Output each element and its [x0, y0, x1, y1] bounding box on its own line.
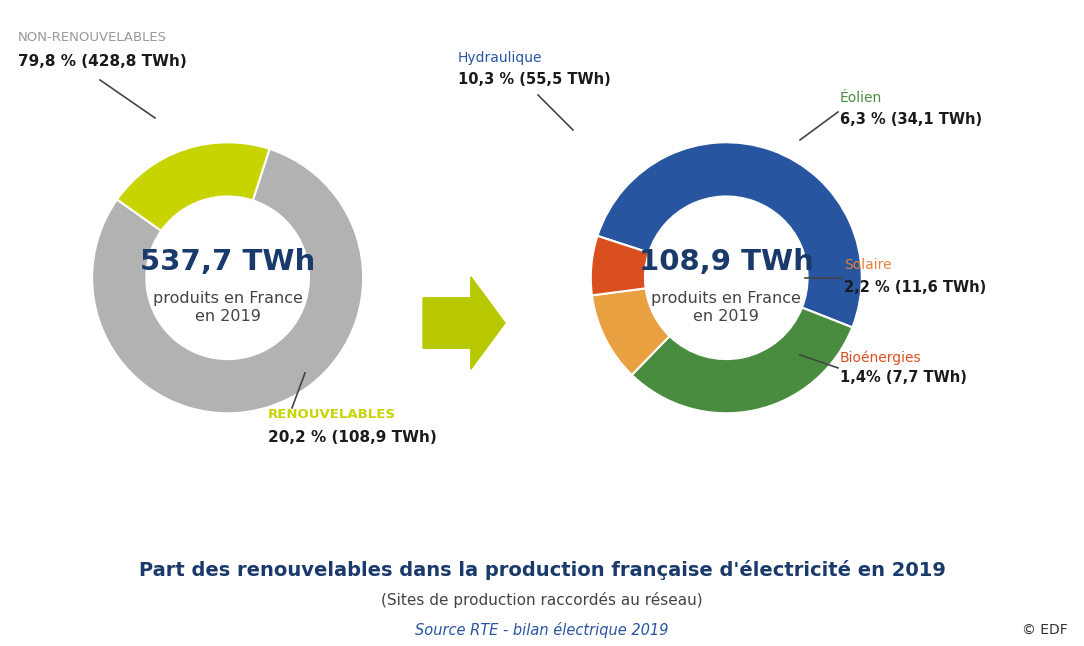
Text: Éolien: Éolien [840, 91, 882, 105]
Text: 20,2 % (108,9 TWh): 20,2 % (108,9 TWh) [268, 430, 437, 445]
Wedge shape [591, 236, 649, 295]
Text: Hydraulique: Hydraulique [459, 51, 542, 65]
Wedge shape [92, 149, 363, 413]
Text: 79,8 % (428,8 TWh): 79,8 % (428,8 TWh) [18, 54, 186, 70]
Text: 10,3 % (55,5 TWh): 10,3 % (55,5 TWh) [459, 72, 610, 87]
Text: © EDF: © EDF [1022, 623, 1068, 637]
Text: Source RTE - bilan électrique 2019: Source RTE - bilan électrique 2019 [415, 622, 669, 638]
Text: produits en France
en 2019: produits en France en 2019 [153, 291, 302, 324]
Text: 2,2 % (11,6 TWh): 2,2 % (11,6 TWh) [844, 280, 986, 295]
Text: 6,3 % (34,1 TWh): 6,3 % (34,1 TWh) [840, 112, 982, 127]
Wedge shape [597, 142, 862, 328]
Text: (Sites de production raccordés au réseau): (Sites de production raccordés au réseau… [382, 592, 702, 608]
Wedge shape [632, 307, 852, 413]
Text: 537,7 TWh: 537,7 TWh [140, 247, 315, 276]
Text: 108,9 TWh: 108,9 TWh [638, 247, 814, 276]
Wedge shape [117, 142, 270, 231]
Wedge shape [592, 288, 670, 375]
Text: produits en France
en 2019: produits en France en 2019 [651, 291, 801, 324]
Text: Bioénergies: Bioénergies [840, 351, 921, 365]
Text: Part des renouvelables dans la production française d'électricité en 2019: Part des renouvelables dans la productio… [139, 560, 945, 580]
Text: Solaire: Solaire [844, 258, 892, 272]
FancyArrow shape [423, 276, 505, 369]
Text: 1,4% (7,7 TWh): 1,4% (7,7 TWh) [840, 370, 967, 386]
Text: RENOUVELABLES: RENOUVELABLES [268, 408, 396, 421]
Text: NON-RENOUVELABLES: NON-RENOUVELABLES [18, 32, 167, 45]
